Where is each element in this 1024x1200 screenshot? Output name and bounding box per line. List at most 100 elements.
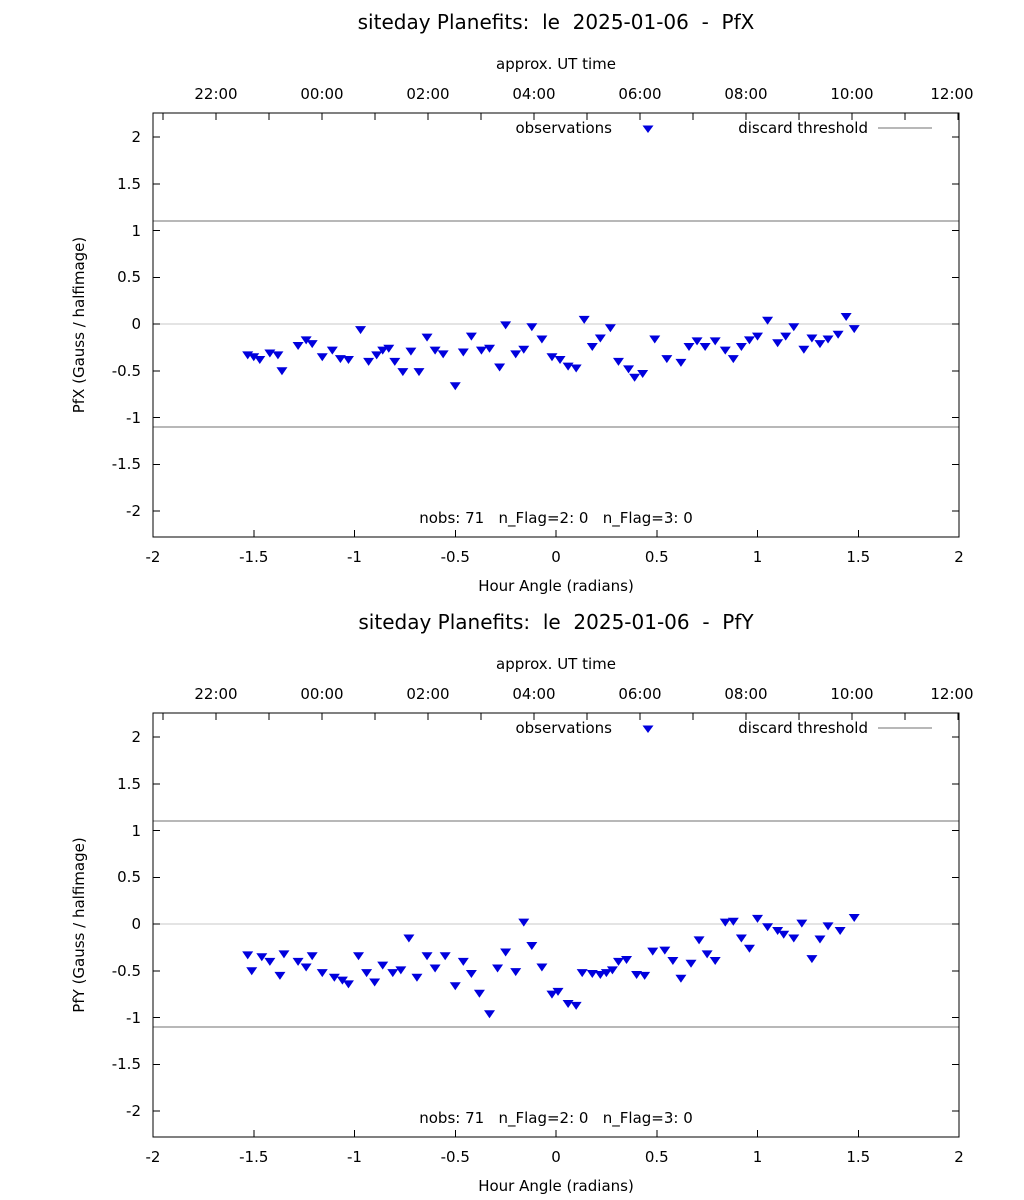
x-tick-label: 0.5	[644, 1148, 669, 1166]
pfx-chart-title: siteday Planefits: le 2025-01-06 - PfX	[357, 10, 755, 34]
data-point-marker	[326, 346, 338, 355]
data-point-marker	[518, 918, 530, 927]
data-point-marker	[578, 315, 590, 324]
data-point-marker	[743, 944, 755, 953]
pfx-ut-axis-title: approx. UT time	[496, 55, 616, 73]
ut-time-tick-label: 22:00	[194, 85, 238, 103]
data-point-marker	[342, 980, 354, 989]
ut-time-tick-label: 12:00	[930, 685, 974, 703]
ut-time-tick-label: 06:00	[618, 85, 662, 103]
data-point-marker	[727, 355, 739, 364]
pfy-chart-title: siteday Planefits: le 2025-01-06 - PfY	[358, 610, 754, 634]
data-point-marker	[403, 934, 415, 943]
data-point-marker	[727, 917, 739, 926]
data-point-marker	[798, 345, 810, 354]
data-point-marker	[822, 335, 834, 344]
data-point-marker	[848, 325, 860, 334]
data-point-marker	[449, 982, 461, 991]
data-point-marker	[594, 970, 606, 979]
pfy-legend-observations-label: observations	[515, 719, 612, 737]
data-point-marker	[606, 966, 618, 975]
ut-time-tick-label: 10:00	[830, 685, 874, 703]
data-point-marker	[659, 946, 671, 955]
data-point-marker	[629, 373, 641, 382]
data-point-marker	[719, 918, 731, 927]
ut-time-tick-label: 22:00	[194, 685, 238, 703]
y-tick-label: -1.5	[111, 455, 141, 474]
x-tick-label: 0	[551, 1148, 561, 1166]
data-point-marker	[411, 973, 423, 982]
data-point-marker	[780, 332, 792, 341]
data-point-marker	[536, 335, 548, 344]
data-point-marker	[762, 316, 774, 325]
data-point-marker	[383, 344, 395, 353]
data-point-marker	[778, 930, 790, 939]
data-point-marker	[570, 364, 582, 373]
pfy-legend-threshold-line-sample	[878, 727, 932, 729]
data-point-marker	[709, 956, 721, 965]
data-point-marker	[735, 934, 747, 943]
data-point-marker	[439, 952, 451, 961]
data-point-marker	[554, 356, 566, 365]
data-point-marker	[254, 356, 266, 365]
y-tick-label: 2	[131, 728, 141, 746]
data-point-marker	[300, 963, 312, 972]
data-point-marker	[814, 340, 826, 349]
data-point-marker	[623, 365, 635, 374]
data-point-marker	[395, 966, 407, 975]
data-point-marker	[300, 336, 312, 345]
data-point-marker	[719, 346, 731, 355]
data-point-marker	[788, 934, 800, 943]
data-point-marker	[848, 913, 860, 922]
y-tick-label: 0	[131, 915, 141, 933]
data-point-marker	[586, 342, 598, 351]
y-tick-label: -2	[126, 1102, 141, 1120]
y-tick-label: 1.5	[117, 174, 141, 193]
data-point-marker	[612, 957, 624, 966]
x-tick-label: 1	[752, 1148, 763, 1166]
pfy-ut-axis-title: approx. UT time	[496, 655, 616, 673]
pfy-legend-triangle-down-icon	[642, 725, 654, 733]
ut-time-tick-label: 06:00	[618, 685, 662, 703]
y-tick-label: -0.5	[111, 361, 141, 380]
data-point-marker	[292, 957, 304, 966]
data-point-marker	[752, 332, 763, 341]
x-tick-label: 2	[954, 1148, 964, 1166]
pfy-stats-text: nobs: 71 n_Flag=2: 0 n_Flag=3: 0	[419, 1109, 693, 1127]
ut-time-tick-label: 08:00	[724, 85, 768, 103]
data-point-marker	[334, 355, 346, 364]
pfy-legend-discard-threshold-label: discard threshold	[738, 719, 868, 737]
data-point-marker	[484, 1010, 496, 1019]
data-point-marker	[256, 953, 268, 962]
data-point-marker	[369, 978, 381, 987]
data-point-marker	[576, 969, 588, 978]
data-point-marker	[683, 342, 695, 351]
data-point-marker	[510, 968, 522, 977]
x-tick-label: -0.5	[440, 1148, 470, 1166]
data-point-marker	[328, 973, 340, 982]
data-point-marker	[492, 964, 504, 973]
data-point-marker	[377, 961, 389, 970]
y-tick-label: -1	[126, 1008, 141, 1027]
pfx-legend-observations-label: observations	[515, 119, 612, 137]
ut-time-tick-label: 04:00	[512, 685, 556, 703]
data-point-marker	[264, 957, 276, 966]
x-tick-label: -1	[347, 1148, 362, 1166]
data-point-marker	[371, 351, 383, 360]
data-point-marker	[500, 948, 512, 957]
data-point-marker	[363, 357, 375, 366]
data-point-marker	[421, 952, 433, 961]
data-point-marker	[336, 976, 348, 985]
data-point-marker	[316, 353, 328, 362]
ut-time-tick-label: 02:00	[406, 85, 450, 103]
data-point-marker	[397, 368, 409, 377]
data-point-marker	[699, 342, 711, 351]
data-point-marker	[274, 971, 286, 980]
data-point-marker	[429, 964, 441, 973]
data-point-marker	[743, 336, 755, 345]
pfx-legend-threshold-line-sample	[878, 127, 932, 129]
y-tick-label: 0.5	[117, 868, 141, 887]
data-point-marker	[834, 927, 846, 936]
